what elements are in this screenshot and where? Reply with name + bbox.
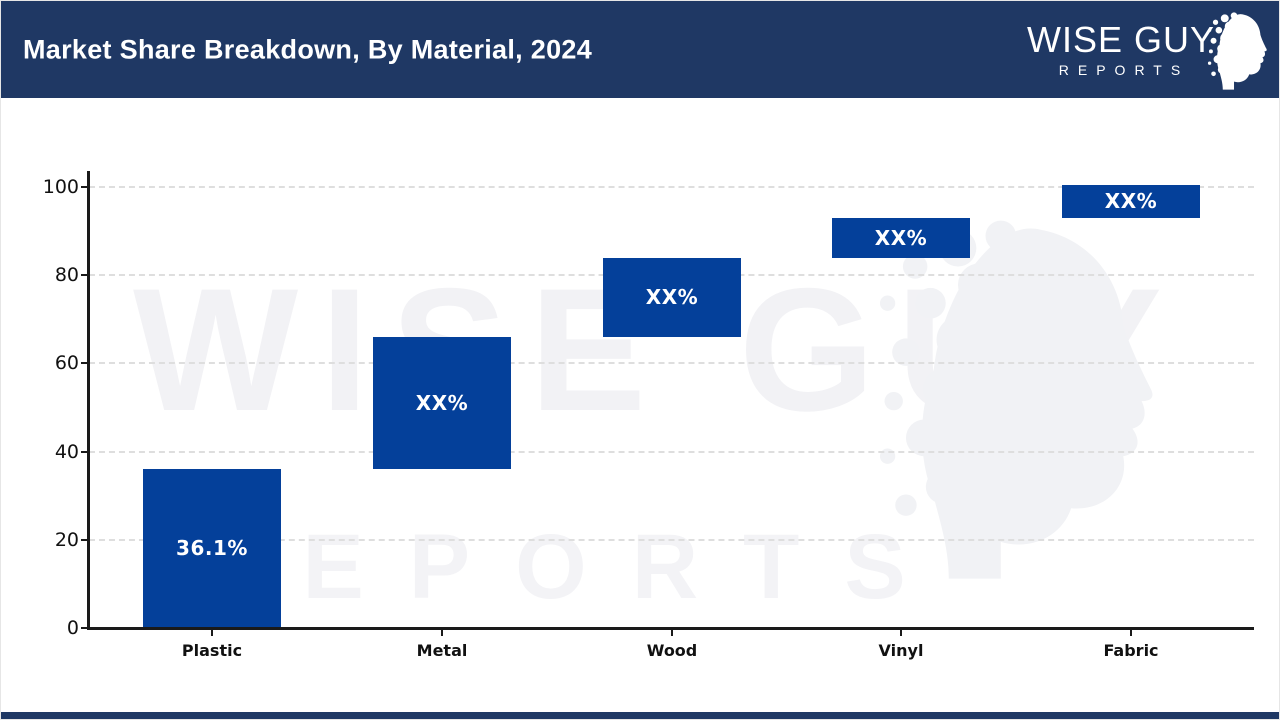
- xtick-label-vinyl: Vinyl: [878, 641, 924, 660]
- wise-guy-logo: WISE GUY REPORTS: [1027, 10, 1269, 90]
- bar-label-wood: XX%: [645, 285, 699, 310]
- bar-plastic: 36.1%: [143, 468, 281, 628]
- header-bar: Market Share Breakdown, By Material, 202…: [1, 1, 1279, 98]
- ytick-label-0: 0: [66, 617, 79, 639]
- gridline-100: [89, 186, 1254, 188]
- head-silhouette-icon: [1203, 10, 1269, 90]
- bar-metal: XX%: [373, 336, 511, 469]
- ytick-mark-40: [81, 450, 89, 453]
- xtick-mark-metal: [441, 629, 443, 636]
- ytick-label-40: 40: [54, 440, 79, 463]
- xtick-label-wood: Wood: [646, 641, 698, 660]
- logo-text: WISE GUY REPORTS: [1026, 19, 1215, 79]
- xtick-mark-vinyl: [900, 629, 902, 636]
- logo-wordmark: WISE GUY: [1026, 19, 1215, 60]
- footer-bar: [1, 712, 1279, 719]
- ytick-mark-100: [81, 186, 89, 188]
- xtick-label-fabric: Fabric: [1103, 641, 1159, 660]
- ytick-label-100: 100: [42, 176, 79, 198]
- watermark-head-icon: [857, 211, 1163, 579]
- gridline-40: [89, 450, 1254, 453]
- gridline-20: [89, 538, 1254, 541]
- bar-vinyl: XX%: [832, 217, 970, 258]
- bar-label-plastic: 36.1%: [176, 536, 248, 561]
- x-axis-spine: [87, 627, 1254, 630]
- gridline-60: [89, 362, 1254, 365]
- page-title: Market Share Breakdown, By Material, 202…: [23, 34, 593, 64]
- ytick-mark-80: [81, 274, 89, 277]
- xtick-label-plastic: Plastic: [181, 641, 243, 660]
- ytick-label-80: 80: [54, 264, 79, 287]
- xtick-mark-wood: [671, 629, 673, 636]
- bar-label-vinyl: XX%: [874, 225, 928, 250]
- ytick-label-60: 60: [54, 352, 79, 375]
- ytick-mark-60: [81, 362, 89, 365]
- ytick-label-20: 20: [54, 528, 79, 551]
- watermark-subtitle: REPORTS: [191, 516, 951, 618]
- ytick-mark-20: [81, 538, 89, 541]
- xtick-mark-fabric: [1130, 629, 1132, 636]
- xtick-label-metal: Metal: [416, 641, 468, 660]
- bar-label-fabric: XX%: [1104, 189, 1158, 214]
- ytick-mark-0: [81, 627, 89, 629]
- logo-subtitle: REPORTS: [1058, 62, 1190, 78]
- y-axis-spine: [87, 171, 90, 630]
- xtick-mark-plastic: [211, 629, 213, 636]
- bar-label-metal: XX%: [415, 390, 469, 415]
- bar-wood: XX%: [603, 257, 741, 337]
- bar-fabric: XX%: [1062, 184, 1200, 218]
